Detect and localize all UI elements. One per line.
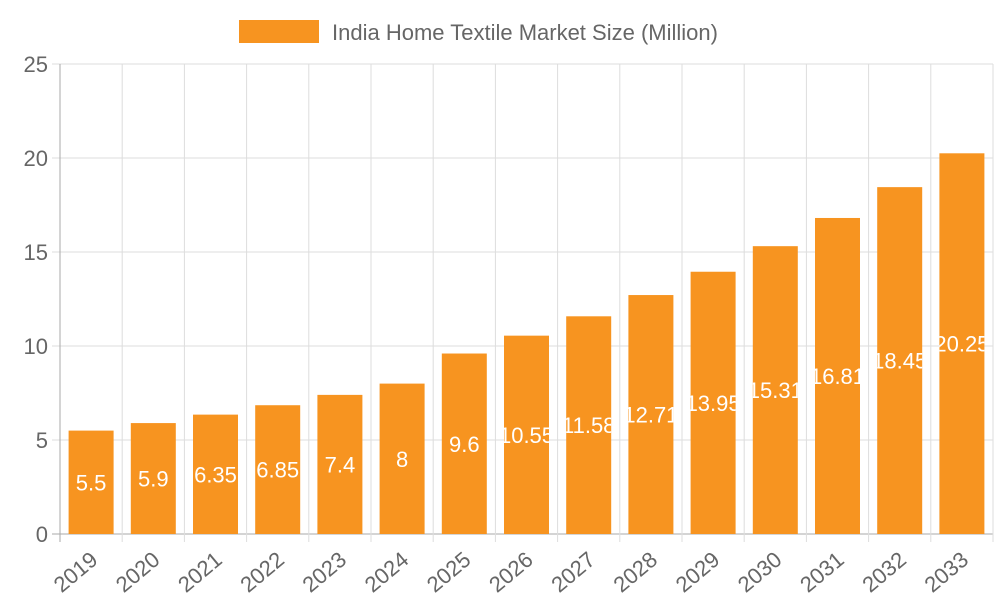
bar-2029[interactable] — [690, 271, 736, 534]
bar-label-clip: 11.58 — [562, 413, 615, 438]
bar-label-clip: 16.81 — [810, 364, 865, 389]
bar-label-clip: 18.45 — [872, 349, 927, 374]
x-tick-label: 2020 — [111, 547, 165, 598]
legend[interactable]: India Home Textile Market Size (Million) — [239, 20, 718, 45]
bar-label-clip: 5.9 — [138, 467, 169, 492]
x-tick-label: 2021 — [173, 547, 227, 598]
y-tick-label: 15 — [24, 240, 48, 265]
data-label: 7.4 — [325, 452, 356, 477]
x-tick-label: 2033 — [920, 547, 974, 598]
bar-label-clip: 20.25 — [934, 332, 989, 357]
bar-label-clip: 7.4 — [325, 452, 356, 477]
data-label: 6.35 — [194, 462, 237, 487]
x-tick-label: 2032 — [857, 547, 911, 598]
bar-2025[interactable] — [441, 353, 487, 534]
y-tick-label: 5 — [36, 428, 48, 453]
data-label: 5.9 — [138, 467, 169, 492]
x-tick-label: 2019 — [49, 547, 103, 598]
bar-2027[interactable] — [566, 316, 612, 534]
x-tick-label: 2031 — [795, 547, 849, 598]
bar-label-clip: 6.35 — [194, 462, 237, 487]
bar-2028[interactable] — [628, 295, 674, 534]
data-label: 10.55 — [499, 423, 554, 448]
bar-2024[interactable] — [379, 383, 425, 534]
data-label: 9.6 — [449, 432, 480, 457]
x-tick-label: 2024 — [360, 547, 414, 598]
bar-2020[interactable] — [130, 423, 176, 534]
legend-swatch — [239, 20, 319, 43]
bar-2021[interactable] — [193, 414, 238, 534]
grid — [52, 63, 994, 542]
x-tick-label: 2023 — [298, 547, 352, 598]
bar-label-clip: 15.31 — [748, 378, 803, 403]
x-tick-label: 2025 — [422, 547, 476, 598]
legend-label: India Home Textile Market Size (Million) — [332, 20, 718, 45]
bar-2026[interactable] — [504, 335, 549, 534]
x-tick-label: 2030 — [733, 547, 787, 598]
bar-label-clip: 12.71 — [623, 403, 678, 428]
data-label: 13.95 — [686, 391, 741, 416]
data-label: 16.81 — [810, 364, 865, 389]
x-tick-label: 2028 — [609, 547, 663, 598]
y-tick-label: 25 — [24, 52, 48, 77]
bar-2033[interactable] — [939, 153, 985, 535]
bars: 5.5 5.9 6.35 6.85 7.4 8 9.6 10.55 11.58 12.71 13.9… — [68, 153, 989, 535]
y-tick-label: 0 — [36, 522, 48, 547]
bar-label-clip: 13.95 — [686, 391, 741, 416]
data-label: 15.31 — [748, 378, 803, 403]
x-tick-label: 2022 — [235, 547, 289, 598]
bar-label-clip: 8 — [396, 447, 408, 472]
bar-2031[interactable] — [815, 217, 860, 535]
bar-2030[interactable] — [752, 246, 798, 534]
data-label: 8 — [396, 447, 408, 472]
data-label: 18.45 — [872, 349, 927, 374]
y-tick-label: 20 — [24, 146, 48, 171]
x-tick-label: 2029 — [671, 547, 725, 598]
bar-label-clip: 10.55 — [499, 423, 554, 448]
data-label: 20.25 — [934, 332, 989, 357]
bar-2022[interactable] — [255, 405, 301, 534]
data-label: 12.71 — [623, 403, 678, 428]
x-tick-label: 2026 — [484, 547, 538, 598]
bar-2019[interactable] — [68, 430, 114, 534]
y-tick-label: 10 — [24, 334, 48, 359]
data-label: 6.85 — [256, 458, 299, 483]
bar-2032[interactable] — [877, 187, 923, 534]
bar-label-clip: 9.6 — [449, 432, 480, 457]
data-label: 11.58 — [562, 413, 615, 438]
data-label: 5.5 — [76, 470, 107, 495]
x-tick-label: 2027 — [546, 547, 600, 598]
bar-label-clip: 5.5 — [76, 470, 107, 495]
bar-2023[interactable] — [317, 394, 363, 534]
bar-label-clip: 6.85 — [256, 458, 299, 483]
